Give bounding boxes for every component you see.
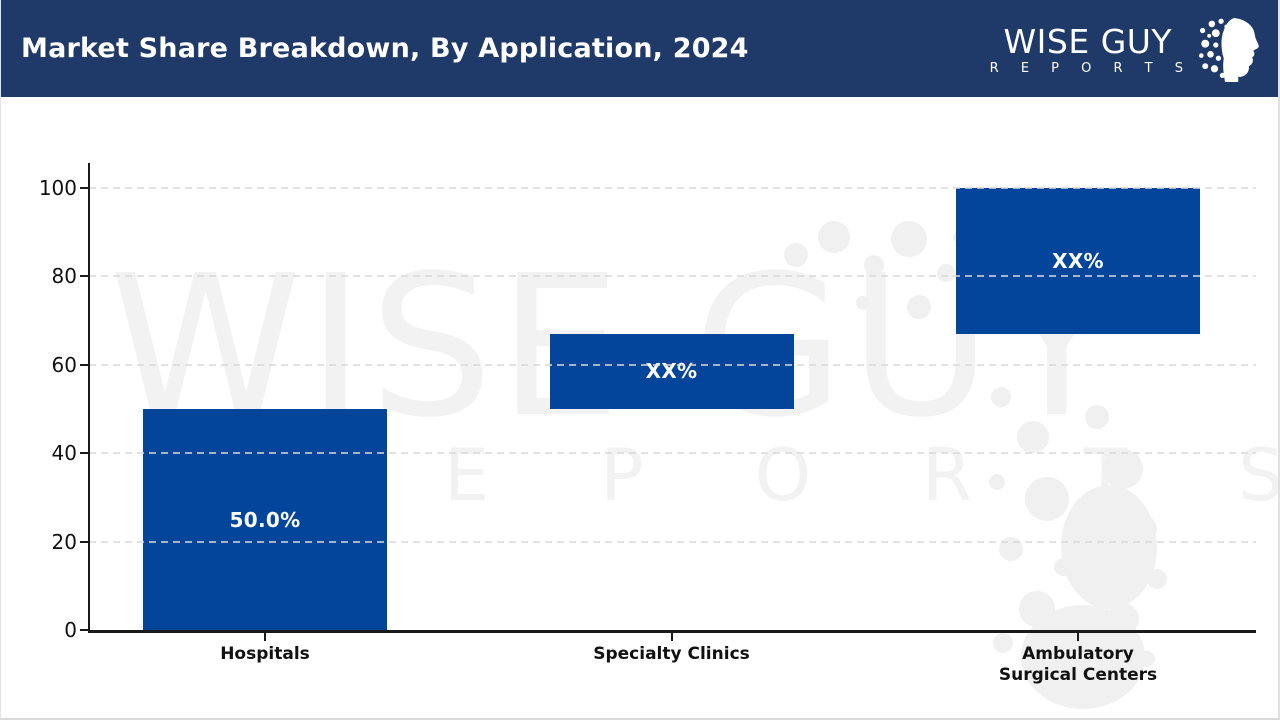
gridline-60 bbox=[89, 363, 1256, 366]
logo-subtitle: R E P O R T S bbox=[989, 61, 1192, 77]
y-tick-40 bbox=[80, 452, 88, 455]
logo-text: WISE GUY R E P O R T S bbox=[984, 21, 1192, 77]
bar-hospitals: 50.0% bbox=[143, 409, 387, 630]
y-tick-20 bbox=[80, 540, 88, 543]
x-tick-label-hospitals: Hospitals bbox=[220, 644, 310, 664]
y-tick-label-60: 60 bbox=[51, 352, 77, 377]
x-axis bbox=[88, 630, 1256, 633]
logo-face-icon bbox=[1198, 17, 1259, 82]
y-tick-100 bbox=[80, 187, 88, 189]
y-tick-0 bbox=[80, 629, 88, 631]
logo-wordmark: WISE GUY bbox=[1003, 21, 1173, 61]
y-axis bbox=[88, 163, 90, 633]
y-tick-label-100: 100 bbox=[38, 176, 77, 200]
wiseguy-logo: WISE GUY R E P O R T S bbox=[984, 8, 1262, 90]
y-tick-label-80: 80 bbox=[51, 264, 77, 289]
chart-area: WISE GUY R E P O R T S 0 20 40 60 80 100 50.0%… bbox=[1, 97, 1278, 718]
gridline-40 bbox=[89, 452, 1256, 455]
y-tick-60 bbox=[80, 363, 88, 366]
y-tick-label-20: 20 bbox=[51, 529, 77, 554]
bar-value-label-ambulatory-surgical-centers: XX% bbox=[1052, 248, 1104, 273]
y-tick-label-40: 40 bbox=[51, 441, 77, 466]
y-tick-label-0: 0 bbox=[64, 618, 77, 642]
gridline-100 bbox=[89, 187, 1256, 189]
x-tick-ambulatory-surgical-centers bbox=[1077, 633, 1079, 641]
x-tick-label-ambulatory-surgical-centers: Ambulatory Surgical Centers bbox=[998, 644, 1158, 685]
gridline-80 bbox=[89, 275, 1256, 278]
page-title: Market Share Breakdown, By Application, … bbox=[21, 33, 749, 64]
gridline-20 bbox=[89, 540, 1256, 543]
bar-value-label-specialty-clinics: XX% bbox=[645, 359, 698, 384]
x-tick-label-specialty-clinics: Specialty Clinics bbox=[593, 644, 750, 664]
bar-specialty-clinics: XX% bbox=[549, 333, 794, 409]
header: Market Share Breakdown, By Application, … bbox=[1, 0, 1278, 97]
y-tick-80 bbox=[80, 275, 88, 278]
x-tick-specialty-clinics bbox=[670, 633, 673, 641]
bar-value-label-hospitals: 50.0% bbox=[229, 507, 301, 532]
bar-ambulatory-surgical-centers: XX% bbox=[956, 188, 1200, 334]
x-tick-hospitals bbox=[264, 633, 266, 641]
